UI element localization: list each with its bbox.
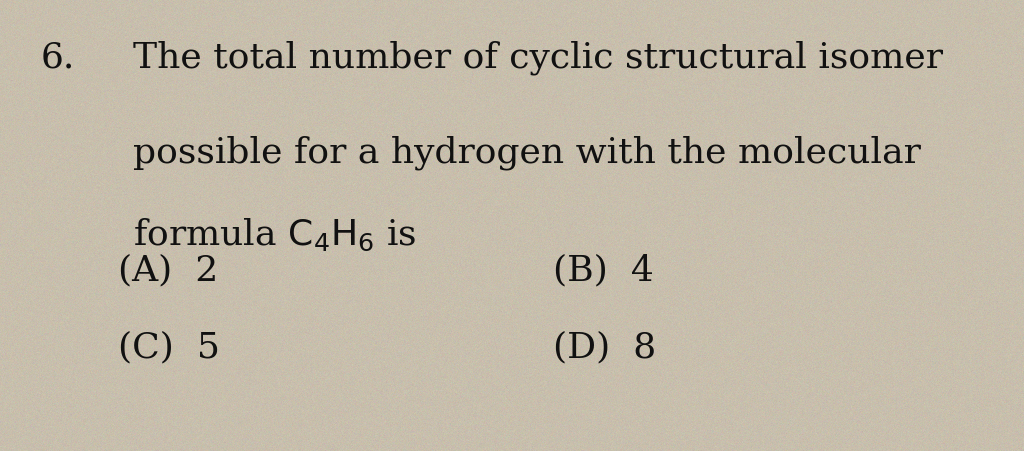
Text: (B)  4: (B) 4 [553,253,654,286]
Text: (A)  2: (A) 2 [118,253,218,286]
Text: (D)  8: (D) 8 [553,329,656,363]
Text: possible for a hydrogen with the molecular: possible for a hydrogen with the molecul… [133,135,921,170]
Text: (C)  5: (C) 5 [118,329,220,363]
Text: 6.: 6. [41,41,76,74]
Text: formula $\mathrm{C_4H_6}$ is: formula $\mathrm{C_4H_6}$ is [133,216,417,253]
Text: The total number of cyclic structural isomer: The total number of cyclic structural is… [133,41,943,75]
